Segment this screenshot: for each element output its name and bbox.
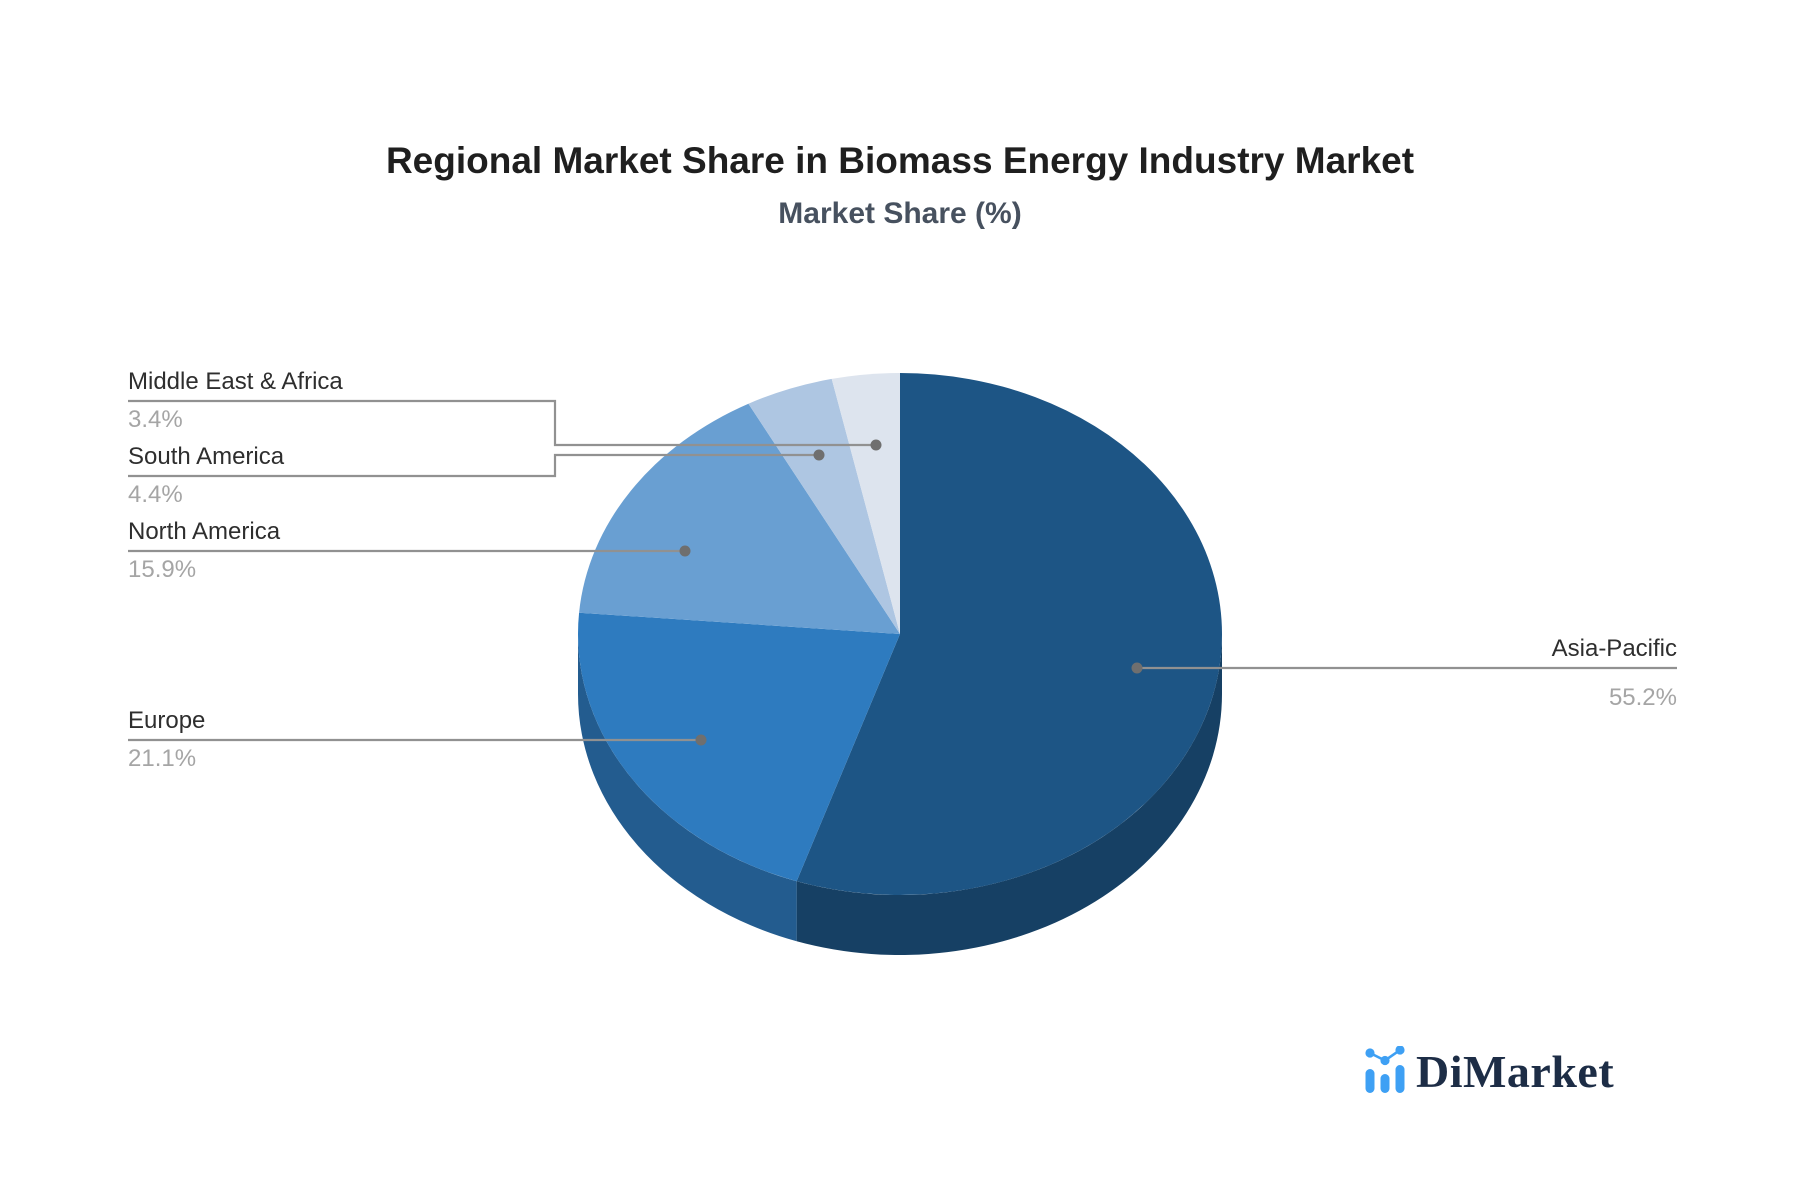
pie-slice-side-europe	[578, 634, 797, 942]
slice-name: Asia-Pacific	[1551, 635, 1677, 662]
pie-slice-north-america[interactable]	[579, 403, 900, 634]
leader-line-south-america	[128, 453, 819, 478]
slice-name: North America	[128, 518, 281, 545]
slice-name: South America	[128, 443, 285, 470]
slice-label-north-america: North America 15.9%	[128, 518, 280, 584]
slice-percent: 15.9%	[128, 556, 197, 583]
pie-slice-middle-east-africa[interactable]	[831, 373, 900, 634]
slice-percent: 55.2%	[1608, 684, 1677, 711]
leader-dot-europe	[695, 734, 707, 746]
leader-line-middle-east-africa	[128, 399, 876, 447]
slice-label-middle-east-africa: Middle East & Africa 3.4%	[128, 368, 343, 434]
brand-name: DiMarket	[1416, 1046, 1615, 1097]
slice-name: Europe	[128, 707, 206, 734]
slice-percent: 4.4%	[128, 481, 183, 508]
leader-dot-north-america	[679, 545, 691, 557]
slice-label-asia-pacific: Asia-Pacific 55.2%	[1552, 635, 1677, 712]
chart-title: Regional Market Share in Biomass Energy …	[385, 140, 1415, 181]
slice-percent: 21.1%	[128, 745, 197, 772]
pie-slice-side-asia-pacific	[796, 634, 1222, 955]
pie-slice-south-america[interactable]	[748, 378, 900, 634]
slice-label-south-america: South America 4.4%	[128, 443, 284, 509]
chart-subtitle: Market Share (%)	[778, 197, 1022, 230]
slice-percent: 3.4%	[128, 406, 183, 433]
pie-slice-asia-pacific[interactable]	[796, 373, 1222, 896]
pie-slice-europe[interactable]	[578, 612, 900, 882]
bar-chart-trend-icon	[1365, 1046, 1405, 1093]
brand-logo: DiMarket	[1365, 1040, 1614, 1100]
leader-dot-south-america	[813, 449, 825, 461]
leader-dot-middle-east-africa	[870, 439, 882, 451]
leader-dot-asia-pacific	[1131, 662, 1143, 674]
slice-label-europe: Europe 21.1%	[128, 707, 205, 773]
slice-name: Middle East & Africa	[128, 368, 343, 395]
